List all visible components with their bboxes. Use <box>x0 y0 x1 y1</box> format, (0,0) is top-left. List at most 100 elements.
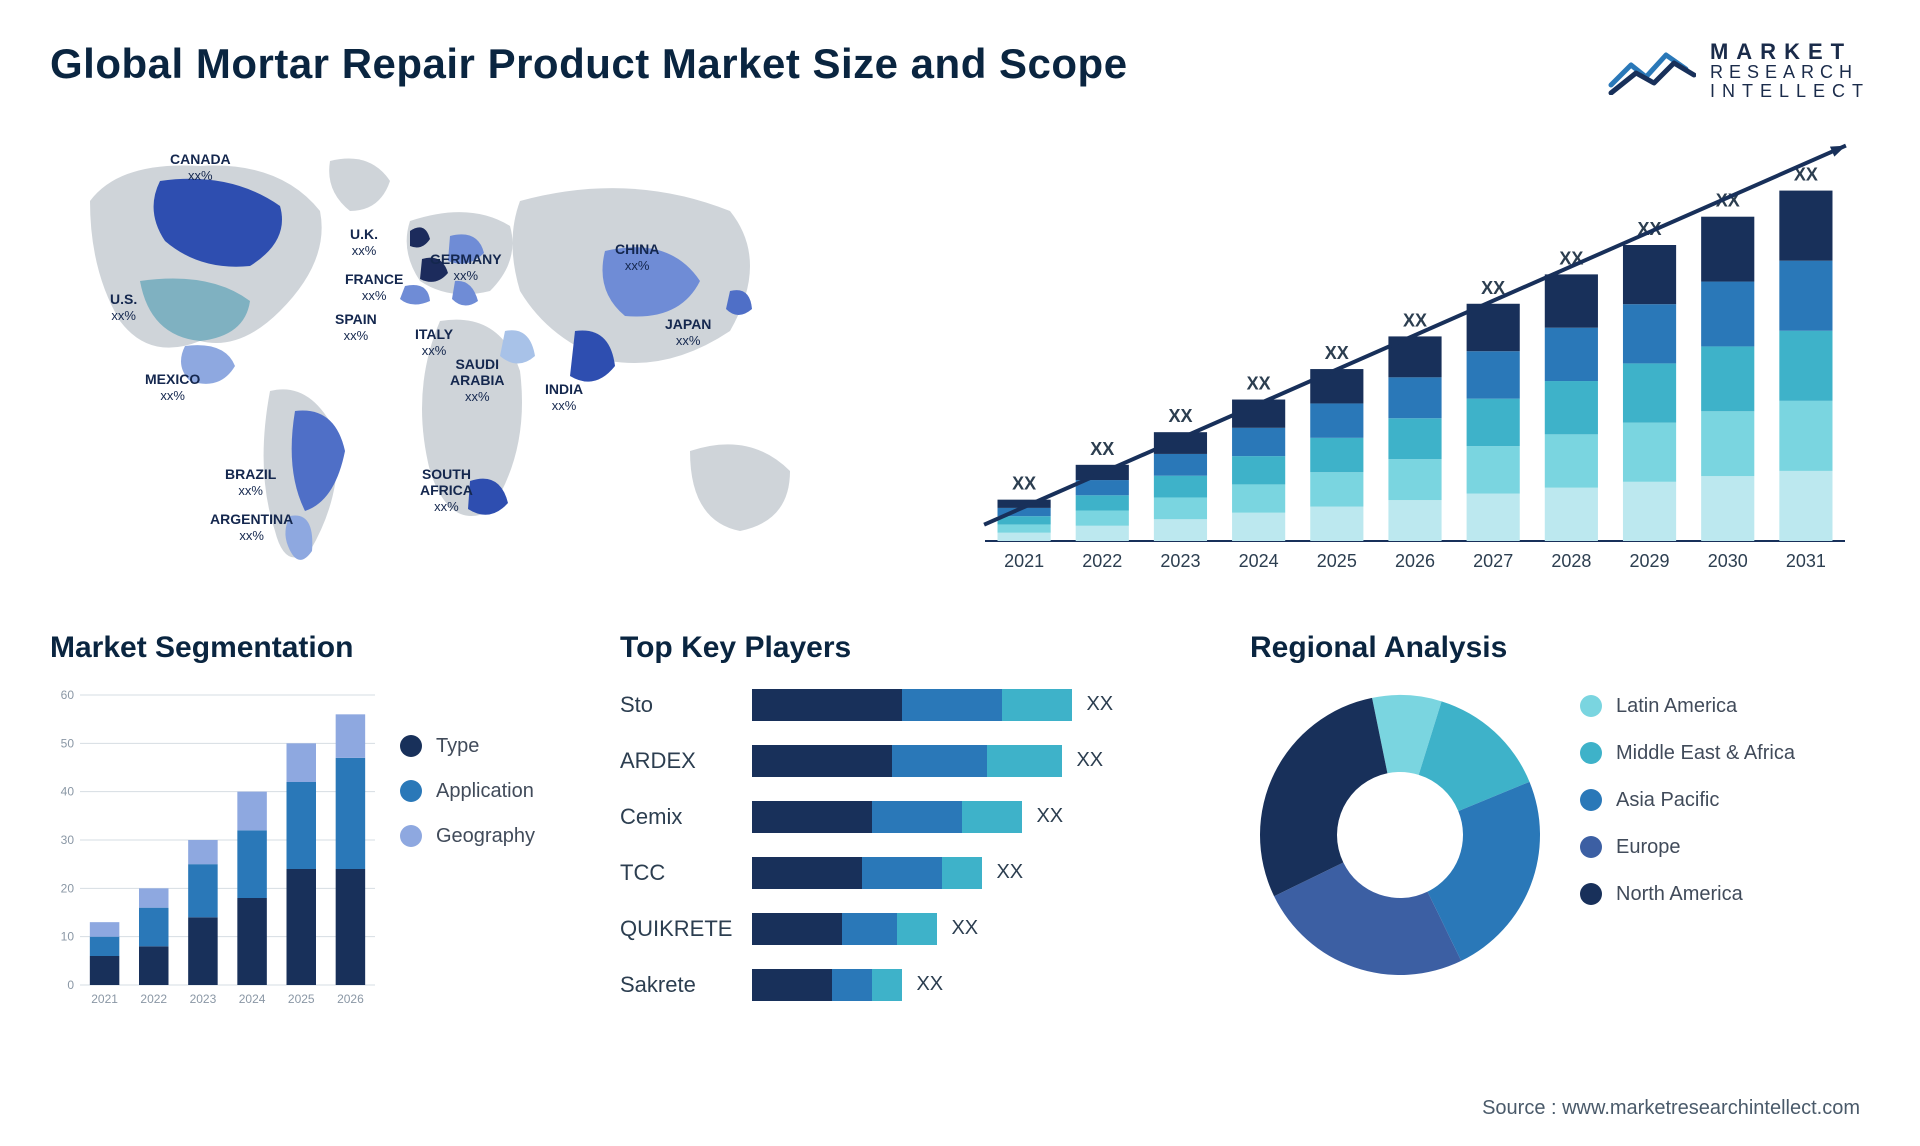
svg-text:2022: 2022 <box>1082 551 1122 571</box>
player-name: TCC <box>620 857 732 889</box>
player-name: ARDEX <box>620 745 732 777</box>
world-map-panel: CANADAxx%U.S.xx%MEXICOxx%BRAZILxx%ARGENT… <box>50 131 930 591</box>
legend-label: Latin America <box>1616 695 1737 718</box>
map-country-label: INDIAxx% <box>545 381 583 414</box>
legend-label: Europe <box>1616 836 1681 859</box>
svg-text:0: 0 <box>67 978 74 992</box>
segmentation-legend: Type Application Geography <box>400 685 535 1015</box>
svg-text:2030: 2030 <box>1708 551 1748 571</box>
segmentation-legend-item: Geography <box>400 825 535 848</box>
player-bar-segment <box>752 745 892 777</box>
player-bar-segment <box>872 801 962 833</box>
player-bar-segment <box>1002 689 1072 721</box>
svg-text:2023: 2023 <box>1160 551 1200 571</box>
regional-title: Regional Analysis <box>1250 631 1870 665</box>
svg-text:2026: 2026 <box>1395 551 1435 571</box>
svg-text:XX: XX <box>1012 474 1036 494</box>
legend-swatch-icon <box>1580 742 1602 764</box>
logo-text-3: INTELLECT <box>1710 82 1870 101</box>
segmentation-title: Market Segmentation <box>50 631 590 665</box>
player-stacked-bar <box>752 913 937 945</box>
player-bar-segment <box>752 689 902 721</box>
map-country-label: U.K.xx% <box>350 226 378 259</box>
player-bar-segment <box>752 913 842 945</box>
player-bar-segment <box>752 801 872 833</box>
player-bar-row: XX <box>752 913 1220 945</box>
regional-legend-item: Asia Pacific <box>1580 789 1795 812</box>
svg-text:XX: XX <box>1090 439 1114 459</box>
regional-legend-item: Middle East & Africa <box>1580 742 1795 765</box>
players-label-column: Sto ARDEX Cemix TCC QUIKRETE Sakrete <box>620 685 732 1001</box>
logo-chart-icon <box>1606 45 1696 95</box>
legend-swatch-icon <box>1580 695 1602 717</box>
player-bar-segment <box>832 969 872 1001</box>
player-bar-row: XX <box>752 745 1220 777</box>
regional-legend-item: Europe <box>1580 836 1795 859</box>
svg-text:2021: 2021 <box>1004 551 1044 571</box>
page-title: Global Mortar Repair Product Market Size… <box>50 40 1128 88</box>
svg-text:2026: 2026 <box>337 992 364 1006</box>
svg-text:60: 60 <box>61 688 75 702</box>
player-stacked-bar <box>752 969 902 1001</box>
svg-text:2027: 2027 <box>1473 551 1513 571</box>
player-name: Sakrete <box>620 969 732 1001</box>
legend-label: Application <box>436 780 534 803</box>
player-name: QUIKRETE <box>620 913 732 945</box>
player-bar-segment <box>752 857 862 889</box>
player-bar-row: XX <box>752 689 1220 721</box>
svg-text:20: 20 <box>61 881 75 895</box>
svg-text:30: 30 <box>61 833 75 847</box>
legend-label: North America <box>1616 883 1743 906</box>
legend-swatch-icon <box>1580 883 1602 905</box>
svg-text:2024: 2024 <box>1239 551 1279 571</box>
svg-text:XX: XX <box>1247 373 1271 393</box>
legend-swatch-icon <box>400 735 422 757</box>
legend-label: Middle East & Africa <box>1616 742 1795 765</box>
player-bar-row: XX <box>752 969 1220 1001</box>
player-value-label: XX <box>996 861 1023 884</box>
regional-legend-item: Latin America <box>1580 695 1795 718</box>
svg-text:2024: 2024 <box>239 992 266 1006</box>
player-stacked-bar <box>752 801 1022 833</box>
key-players-panel: Top Key Players StoARDEXCemixTCCQUIKRETE… <box>620 631 1220 1051</box>
svg-text:XX: XX <box>1325 343 1349 363</box>
player-name: Cemix <box>620 801 732 833</box>
legend-label: Geography <box>436 825 535 848</box>
player-bar-segment <box>987 745 1062 777</box>
player-value-label: XX <box>1086 693 1113 716</box>
growth-chart-panel: XX2021XX2022XX2023XX2024XX2025XX2026XX20… <box>960 131 1870 591</box>
svg-text:2031: 2031 <box>1786 551 1826 571</box>
player-stacked-bar <box>752 745 1062 777</box>
map-country-label: SPAINxx% <box>335 311 377 344</box>
player-bar-segment <box>862 857 942 889</box>
regional-donut-chart <box>1250 685 1550 985</box>
map-country-label: FRANCExx% <box>345 271 403 304</box>
regional-legend: Latin America Middle East & Africa Asia Pa… <box>1580 685 1795 906</box>
legend-swatch-icon <box>1580 789 1602 811</box>
svg-text:XX: XX <box>1403 310 1427 330</box>
svg-text:2021: 2021 <box>91 992 118 1006</box>
player-bar-segment <box>902 689 1002 721</box>
segmentation-panel: Market Segmentation 01020304050602021202… <box>50 631 590 1051</box>
svg-text:XX: XX <box>1481 278 1505 298</box>
player-bar-segment <box>752 969 832 1001</box>
map-country-label: MEXICOxx% <box>145 371 200 404</box>
player-name: Sto <box>620 689 732 721</box>
legend-swatch-icon <box>400 825 422 847</box>
segmentation-legend-item: Type <box>400 735 535 758</box>
map-country-label: SOUTHAFRICAxx% <box>420 466 473 515</box>
logo-text-2: RESEARCH <box>1710 63 1870 82</box>
players-bars-column: XXXXXXXXXXXX <box>752 685 1220 1001</box>
legend-swatch-icon <box>1580 836 1602 858</box>
svg-text:2023: 2023 <box>190 992 217 1006</box>
map-country-label: CANADAxx% <box>170 151 231 184</box>
svg-text:2028: 2028 <box>1551 551 1591 571</box>
player-bar-segment <box>892 745 987 777</box>
map-country-label: ARGENTINAxx% <box>210 511 293 544</box>
svg-text:10: 10 <box>61 930 75 944</box>
source-attribution: Source : www.marketresearchintellect.com <box>1482 1097 1860 1120</box>
player-bar-segment <box>897 913 937 945</box>
map-country-label: SAUDIARABIAxx% <box>450 356 504 405</box>
map-country-label: BRAZILxx% <box>225 466 276 499</box>
svg-text:XX: XX <box>1168 406 1192 426</box>
